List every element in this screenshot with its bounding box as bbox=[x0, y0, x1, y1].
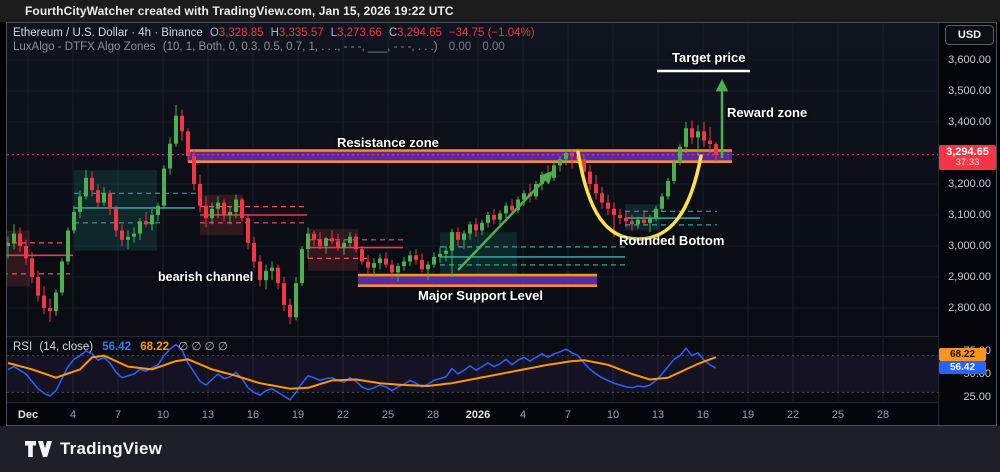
attribution-bar: FourthCityWatcher created with TradingVi… bbox=[0, 0, 1000, 22]
rsi-legend[interactable]: RSI (14, close) 56.42 68.22 ∅ ∅ ∅ ∅ bbox=[13, 339, 228, 353]
tradingview-logo-icon bbox=[25, 441, 52, 457]
high-value: 3,335.57 bbox=[278, 27, 324, 39]
reward-zone-label[interactable]: Reward zone bbox=[727, 105, 808, 120]
symbol-title[interactable]: Ethereum / U.S. Dollar · 4h · Binance bbox=[13, 27, 203, 39]
low-label: L bbox=[330, 27, 338, 39]
attribution-text: FourthCityWatcher created with TradingVi… bbox=[25, 4, 454, 18]
time-tick: 22 bbox=[786, 409, 800, 421]
time-tick: 2026 bbox=[465, 409, 491, 421]
price-tick: 3,500.00 bbox=[948, 85, 991, 97]
close-value: 3,294.65 bbox=[397, 27, 442, 39]
time-tick: 13 bbox=[651, 409, 665, 421]
symbol-legend[interactable]: Ethereum / U.S. Dollar · 4h · Binance O3,… bbox=[13, 27, 535, 39]
time-tick: 22 bbox=[336, 409, 350, 421]
close-label: C bbox=[388, 27, 398, 39]
footer-bar: TradingView bbox=[0, 426, 1000, 472]
rsi-ma-badge: 68.22 bbox=[939, 348, 986, 361]
target-price-label[interactable]: Target price bbox=[672, 50, 746, 65]
indicator-params: (10, 1, Both, 0, 0.3, 0.5, 0.7, 1, . . .… bbox=[162, 41, 438, 53]
time-tick: 28 bbox=[876, 409, 890, 421]
resistance-zone-label[interactable]: Resistance zone bbox=[337, 135, 439, 150]
time-tick: 25 bbox=[831, 409, 845, 421]
low-value: 3,273.66 bbox=[337, 27, 382, 39]
time-tick: 16 bbox=[696, 409, 710, 421]
tradingview-logo-text: TradingView bbox=[60, 439, 163, 458]
rsi-empty-values: ∅ ∅ ∅ ∅ bbox=[178, 341, 228, 353]
indicator-value-2: 0.00 bbox=[482, 41, 505, 53]
price-tick: 3,600.00 bbox=[948, 54, 991, 66]
rsi-ma-value: 68.22 bbox=[140, 341, 170, 353]
open-value: 3,328.85 bbox=[218, 27, 264, 39]
time-tick: 10 bbox=[606, 409, 620, 421]
last-price-badge: 3,294.65 37:33 bbox=[939, 144, 996, 170]
open-label: O bbox=[209, 27, 219, 39]
major-support-label[interactable]: Major Support Level bbox=[418, 288, 543, 303]
time-tick: 7 bbox=[564, 409, 572, 421]
pane-separator[interactable] bbox=[7, 336, 938, 337]
time-tick: 13 bbox=[201, 409, 215, 421]
time-tick: 16 bbox=[246, 409, 260, 421]
currency-toggle-button[interactable]: USD bbox=[945, 25, 994, 45]
bearish-channel-label[interactable]: bearish channel bbox=[158, 270, 254, 284]
price-tick: 2,800.00 bbox=[948, 302, 991, 314]
time-tick: 4 bbox=[519, 409, 527, 421]
time-tick: 19 bbox=[741, 409, 755, 421]
time-tick: 10 bbox=[156, 409, 170, 421]
time-tick: Dec bbox=[17, 409, 39, 421]
price-tick: 3,200.00 bbox=[948, 178, 991, 190]
rsi-name[interactable]: RSI bbox=[13, 341, 33, 353]
rsi-params: (14, close) bbox=[39, 341, 94, 353]
time-tick: 28 bbox=[426, 409, 440, 421]
change-value: −34.75 (−1.04%) bbox=[448, 27, 535, 39]
price-tick: 3,100.00 bbox=[948, 209, 991, 221]
time-tick: 4 bbox=[69, 409, 77, 421]
rsi-value-badge: 56.42 bbox=[939, 361, 986, 374]
high-label: H bbox=[270, 27, 279, 39]
indicator-name[interactable]: LuxAlgo - DTFX Algo Zones bbox=[13, 41, 156, 53]
price-tick: 3,000.00 bbox=[948, 240, 991, 252]
time-axis[interactable]: Dec 4 7 10 13 16 19 22 25 28 2026 4 7 10 13 16 19 22 25 28 bbox=[7, 402, 938, 425]
time-tick: 25 bbox=[381, 409, 395, 421]
tradingview-logo[interactable]: TradingView bbox=[25, 439, 162, 459]
price-tick: 2,900.00 bbox=[948, 271, 991, 283]
rsi-value: 56.42 bbox=[102, 341, 132, 353]
rounded-bottom-label[interactable]: Rounded Bottom bbox=[619, 233, 725, 248]
time-tick: 7 bbox=[114, 409, 122, 421]
price-tick: 3,400.00 bbox=[948, 116, 991, 128]
rsi-scale-tick: 25.00 bbox=[963, 391, 991, 403]
last-price-value: 3,294.65 bbox=[946, 145, 989, 158]
indicator-value-1: 0.00 bbox=[448, 41, 472, 53]
indicator-legend[interactable]: LuxAlgo - DTFX Algo Zones (10, 1, Both, … bbox=[13, 41, 505, 53]
candle-countdown: 37:33 bbox=[955, 156, 980, 168]
time-tick: 19 bbox=[291, 409, 305, 421]
